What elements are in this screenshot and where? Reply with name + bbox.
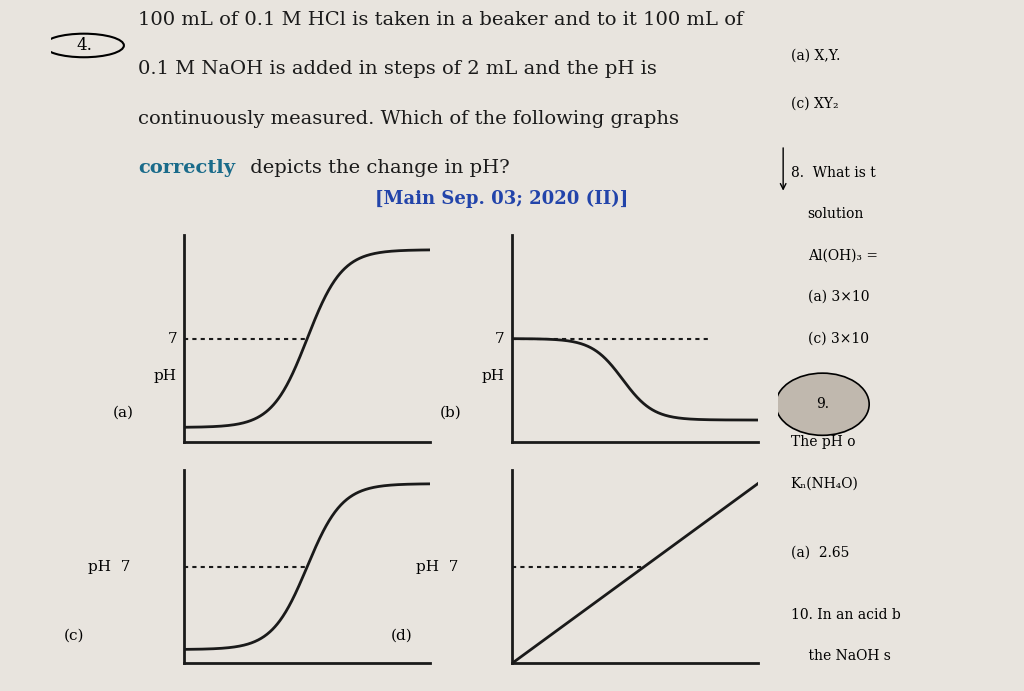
Text: 7: 7: [167, 332, 177, 346]
Text: 100 mL of 0.1 M HCl is taken in a beaker and to it 100 mL of: 100 mL of 0.1 M HCl is taken in a beaker…: [138, 11, 743, 29]
Ellipse shape: [776, 373, 869, 435]
Text: (c) 3×10: (c) 3×10: [808, 332, 868, 346]
Text: (a) X,Y.: (a) X,Y.: [791, 48, 840, 62]
Text: pH: pH: [481, 368, 505, 383]
Text: (a): (a): [113, 406, 133, 419]
Text: 4.: 4.: [76, 37, 92, 54]
Text: pH  7: pH 7: [88, 560, 130, 574]
Text: 9.: 9.: [816, 397, 829, 411]
Text: 0.1 M NaOH is added in steps of 2 mL and the pH is: 0.1 M NaOH is added in steps of 2 mL and…: [138, 61, 657, 79]
Text: pH: pH: [154, 368, 177, 383]
Text: (d): (d): [390, 629, 413, 643]
Text: (a) 3×10: (a) 3×10: [808, 290, 869, 304]
Text: 10. In an acid b: 10. In an acid b: [791, 608, 900, 622]
Text: (c) XY₂: (c) XY₂: [791, 97, 839, 111]
Text: (a)  2.65: (a) 2.65: [791, 546, 849, 560]
Text: (c): (c): [63, 629, 84, 643]
Text: correctly: correctly: [138, 159, 236, 177]
Text: 8.  What is t: 8. What is t: [791, 166, 876, 180]
Text: Vol. of NaOH: Vol. of NaOH: [261, 480, 353, 493]
Text: (b): (b): [439, 406, 462, 419]
Text: Kₙ(NH₄O): Kₙ(NH₄O): [791, 477, 858, 491]
Text: depicts the change in pH?: depicts the change in pH?: [244, 159, 510, 177]
Text: continuously measured. Which of the following graphs: continuously measured. Which of the foll…: [138, 110, 680, 128]
Text: pH  7: pH 7: [416, 560, 458, 574]
Text: The pH o: The pH o: [791, 435, 855, 449]
Text: 7: 7: [495, 332, 505, 346]
Text: Al(OH)₃ =: Al(OH)₃ =: [808, 249, 878, 263]
Text: solution: solution: [808, 207, 864, 221]
Text: [Main Sep. 03; 2020 (II)]: [Main Sep. 03; 2020 (II)]: [376, 190, 629, 208]
Text: the NaOH s: the NaOH s: [791, 650, 891, 663]
Text: Vol. of NaOH: Vol. of NaOH: [589, 480, 681, 493]
